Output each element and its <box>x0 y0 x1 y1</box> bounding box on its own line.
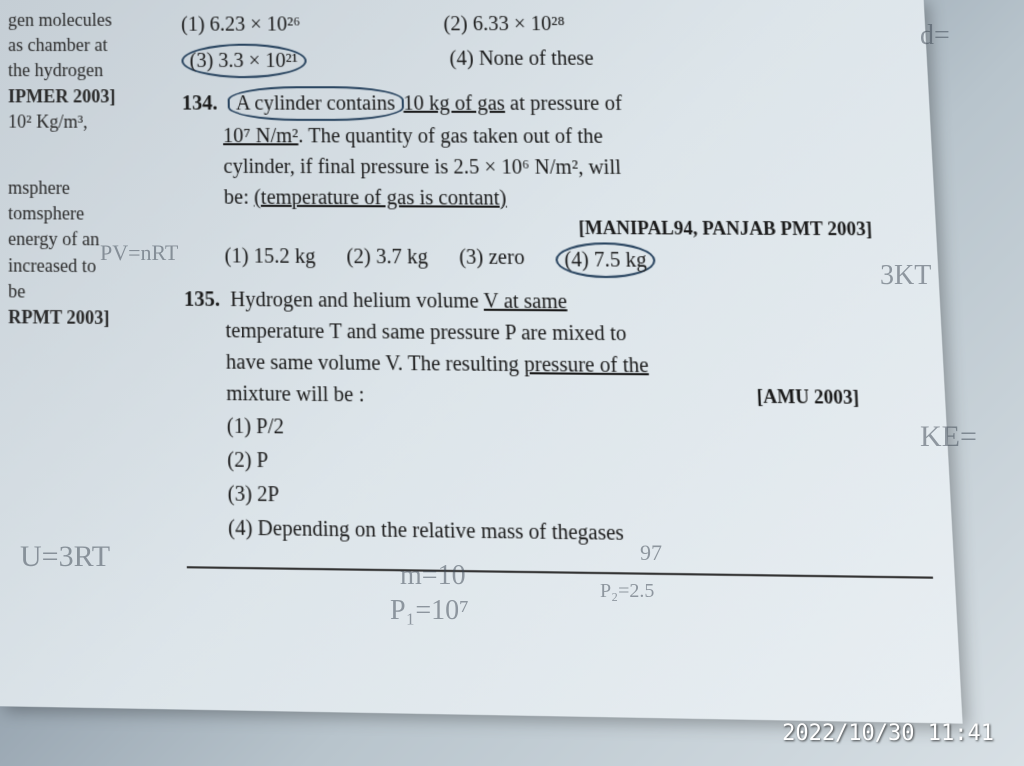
margin-line: increased to <box>8 253 145 280</box>
q135-source: [AMU 2003] <box>756 383 860 416</box>
q134-opt3: (3) zero <box>459 242 525 278</box>
q134-line3: cylinder, if final pressure is 2.5 × 10⁶… <box>223 151 912 184</box>
q133-options-row1: (1) 6.23 × 10²⁶ (2) 6.33 × 10²⁸ <box>181 8 905 40</box>
q135-opt4: (4) Depending on the relative mass of th… <box>228 511 932 554</box>
q135-line2: temperature T and same pressure P are mi… <box>225 315 921 352</box>
margin-line: as chamber at <box>8 33 143 58</box>
margin-line: be <box>8 279 145 306</box>
margin-line: IPMER 2003] <box>8 84 143 110</box>
q135-text: Hydrogen and helium volume V at same <box>230 288 567 313</box>
margin-line: 10² Kg/m³, <box>8 109 144 135</box>
q135-num: 135. <box>184 284 226 315</box>
q134-opt1: (1) 15.2 kg <box>224 241 316 277</box>
q134-text: A cylinder contains 10 kg of gas at pres… <box>228 92 623 115</box>
left-margin-text: gen molecules as chamber at the hydrogen… <box>0 0 157 709</box>
q134-num: 134. <box>182 88 223 118</box>
q133-opt3: (3) 3.3 × 10²¹ <box>181 44 306 78</box>
photo-timestamp: 2022/10/30 11:41 <box>782 721 994 746</box>
margin-line: RPMT 2003] <box>8 305 145 332</box>
margin-line: msphere <box>8 175 144 201</box>
q135-block: 135. Hydrogen and helium volume V at sam… <box>184 284 932 555</box>
q134-opt2: (2) 3.7 kg <box>346 241 428 277</box>
textbook-page: gen molecules as chamber at the hydrogen… <box>0 0 963 724</box>
margin-line: tomsphere <box>8 201 144 227</box>
q135-options: (1) P/2 (2) P (3) 2P (4) Depending on th… <box>227 410 932 555</box>
q133-opt1: (1) 6.23 × 10²⁶ <box>181 9 301 39</box>
margin-line: energy of an <box>8 227 145 254</box>
main-content: (1) 6.23 × 10²⁶ (2) 6.33 × 10²⁸ (3) 3.3 … <box>181 8 933 579</box>
q134-source: [MANIPAL94, PANJAB PMT 2003] <box>183 213 873 244</box>
q134-block: 134. A cylinder contains 10 kg of gas at… <box>182 86 918 280</box>
q134-line2: 10⁷ N/m². The quantity of gas taken out … <box>223 121 911 153</box>
q134-options: (1) 15.2 kg (2) 3.7 kg (3) zero (4) 7.5 … <box>224 241 917 280</box>
q133-opt4: (4) None of these <box>449 43 594 78</box>
q133-options-row2: (3) 3.3 × 10²¹ (4) None of these <box>181 43 906 78</box>
margin-line: the hydrogen <box>8 58 143 83</box>
q134-line4: be: (temperature of gas is contant) <box>224 182 914 215</box>
q134-opt4: (4) 7.5 kg <box>555 242 655 278</box>
q135-line4: mixture will be : [AMU 2003] <box>226 378 924 416</box>
q133-opt2: (2) 6.33 × 10²⁸ <box>443 9 565 40</box>
margin-line: gen molecules <box>8 8 143 33</box>
